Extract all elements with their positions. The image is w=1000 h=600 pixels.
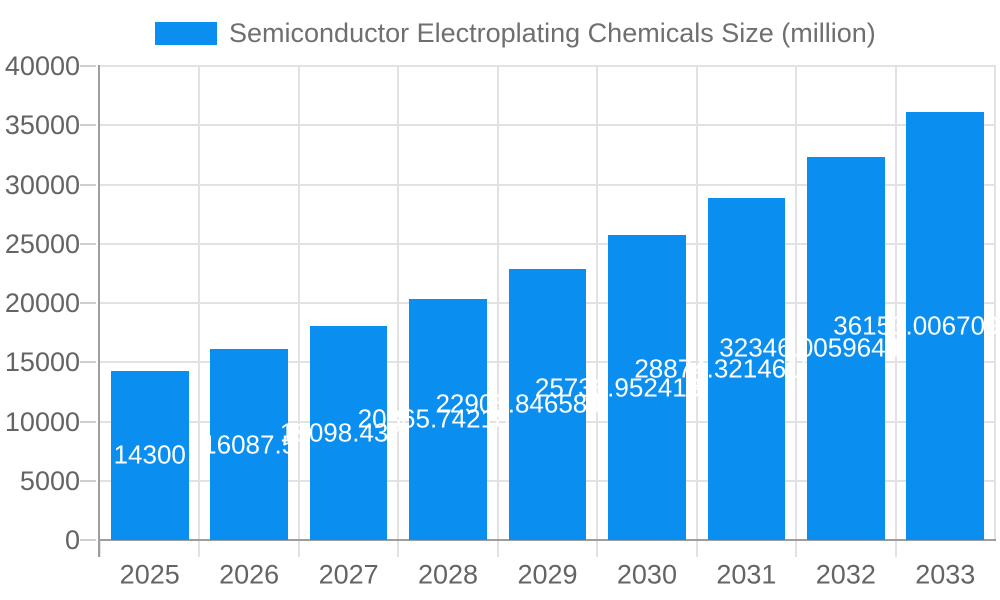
y-tick-label: 0	[64, 525, 80, 555]
y-tick	[80, 183, 96, 186]
y-tick-label: 20000	[4, 288, 80, 318]
y-tick	[80, 302, 96, 304]
x-tick	[596, 540, 599, 557]
y-tick	[80, 361, 96, 364]
y-tick-label: 25000	[4, 228, 80, 259]
x-tick-label: 2025	[119, 559, 180, 590]
y-tick-label: 30000	[4, 169, 80, 200]
y-tick	[80, 65, 96, 67]
bar[interactable]	[508, 268, 587, 540]
y-tick-label: 15000	[4, 347, 80, 378]
x-tick	[795, 540, 798, 557]
x-gridline	[795, 66, 798, 540]
y-tick	[80, 479, 96, 482]
x-gridline	[496, 66, 499, 540]
x-tick	[695, 540, 698, 557]
bar[interactable]	[309, 325, 388, 540]
x-tick	[297, 540, 300, 557]
x-tick	[198, 540, 201, 557]
bar-value-label: 16087.5	[202, 429, 297, 460]
x-gridline	[397, 66, 400, 540]
x-tick	[496, 540, 499, 557]
bar[interactable]	[707, 197, 786, 540]
x-gridline	[894, 66, 897, 540]
x-gridline	[994, 66, 996, 540]
y-gridline	[100, 124, 996, 127]
y-tick	[80, 420, 96, 423]
bar[interactable]	[807, 156, 885, 540]
bar[interactable]	[110, 370, 189, 540]
x-tick-label: 2029	[517, 559, 578, 590]
x-gridline	[695, 66, 698, 540]
x-tick	[99, 540, 101, 557]
bar[interactable]	[409, 298, 487, 540]
x-tick	[397, 540, 400, 557]
x-tick-label: 2027	[318, 559, 379, 590]
y-axis-line	[98, 65, 100, 557]
x-axis-line	[99, 539, 996, 541]
y-tick-label: 10000	[4, 406, 80, 437]
legend: Semiconductor Electroplating Chemicals S…	[155, 18, 876, 49]
bar-value-label: 18098.4375	[279, 417, 418, 448]
bar[interactable]	[906, 111, 985, 540]
x-tick-label: 2030	[616, 559, 677, 590]
bar-value-label: 14300	[113, 439, 186, 470]
bar[interactable]	[608, 235, 686, 540]
x-tick-label: 2026	[219, 559, 280, 590]
y-tick-label: 5000	[19, 465, 80, 496]
legend-label: Semiconductor Electroplating Chemicals S…	[229, 18, 876, 48]
x-tick-label: 2028	[418, 559, 479, 590]
y-tick-label: 40000	[4, 51, 80, 81]
y-tick	[80, 124, 96, 127]
x-gridline	[596, 66, 599, 540]
x-gridline	[198, 66, 201, 540]
y-tick-label: 35000	[4, 110, 80, 141]
x-tick-label: 2031	[716, 559, 777, 590]
y-gridline	[100, 242, 996, 245]
x-gridline	[297, 66, 300, 540]
legend-swatch	[155, 22, 217, 45]
bar-value-label: 36153.0067095964	[833, 310, 1000, 341]
x-tick-label: 2033	[915, 559, 976, 590]
x-tick-label: 2032	[815, 559, 876, 590]
bar[interactable]	[210, 349, 288, 540]
y-tick	[80, 539, 96, 541]
y-gridline	[100, 183, 996, 186]
y-tick	[80, 242, 96, 245]
y-gridline	[100, 65, 996, 67]
x-tick	[894, 540, 897, 557]
bar-value-label: 20365.7421875	[357, 403, 539, 434]
